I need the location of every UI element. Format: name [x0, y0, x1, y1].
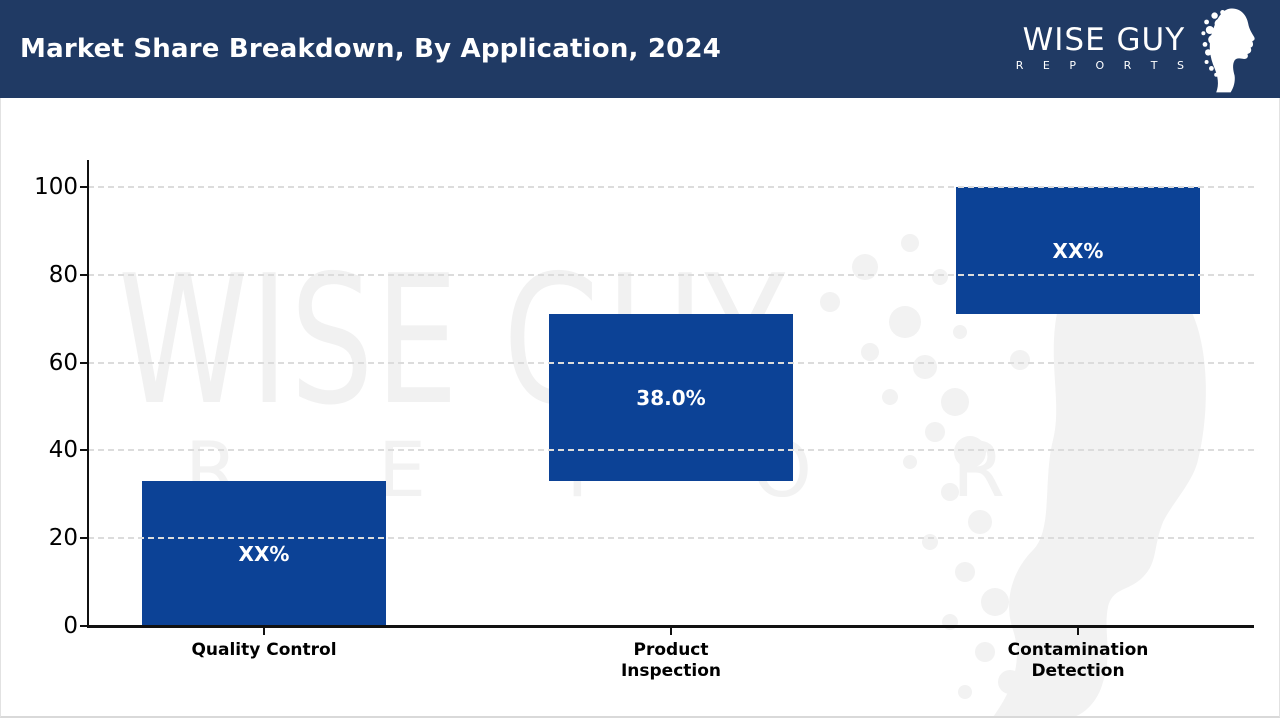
gridline — [88, 449, 1254, 452]
y-tick — [80, 273, 88, 276]
gridline — [88, 273, 1254, 276]
logo-text: WISE GUY R E P O R T S — [1016, 24, 1192, 72]
x-tick — [263, 628, 265, 635]
y-tick-label: 0 — [63, 613, 78, 639]
y-tick — [80, 361, 88, 364]
y-tick-label: 60 — [48, 349, 78, 376]
gridline — [88, 537, 1254, 540]
bar-value-label: 38.0% — [636, 385, 706, 410]
category-label: Quality Control — [191, 640, 337, 660]
category-label: Product Inspection — [620, 640, 722, 681]
x-tick — [670, 628, 672, 635]
category-label: Contamination Detection — [1007, 640, 1149, 681]
bar: XX% — [956, 187, 1200, 315]
page-title: Market Share Breakdown, By Application, … — [20, 34, 722, 64]
y-tick-label: 20 — [48, 525, 78, 552]
bar-value-label: XX% — [238, 541, 290, 566]
wiseguy-logo: WISE GUY R E P O R T S — [1016, 0, 1270, 98]
y-tick — [80, 537, 88, 540]
bar-value-label: XX% — [1052, 238, 1104, 263]
y-tick-label: 80 — [48, 261, 78, 288]
y-tick-label: 100 — [34, 174, 78, 200]
header: Market Share Breakdown, By Application, … — [0, 0, 1280, 98]
x-tick — [1077, 628, 1079, 635]
logo-wordmark: WISE GUY — [1022, 22, 1186, 58]
y-tick-label: 40 — [48, 437, 78, 464]
y-tick — [80, 449, 88, 452]
x-axis-line — [87, 625, 1254, 628]
bar: XX% — [142, 481, 386, 626]
logo-subtext: R E P O R T S — [1015, 58, 1192, 72]
y-axis-spine — [87, 160, 89, 627]
logo-face-icon — [1201, 8, 1255, 93]
bar: 38.0% — [549, 314, 793, 482]
y-tick — [80, 186, 88, 188]
y-tick — [80, 625, 88, 627]
gridline — [88, 361, 1254, 364]
gridline — [88, 186, 1254, 188]
